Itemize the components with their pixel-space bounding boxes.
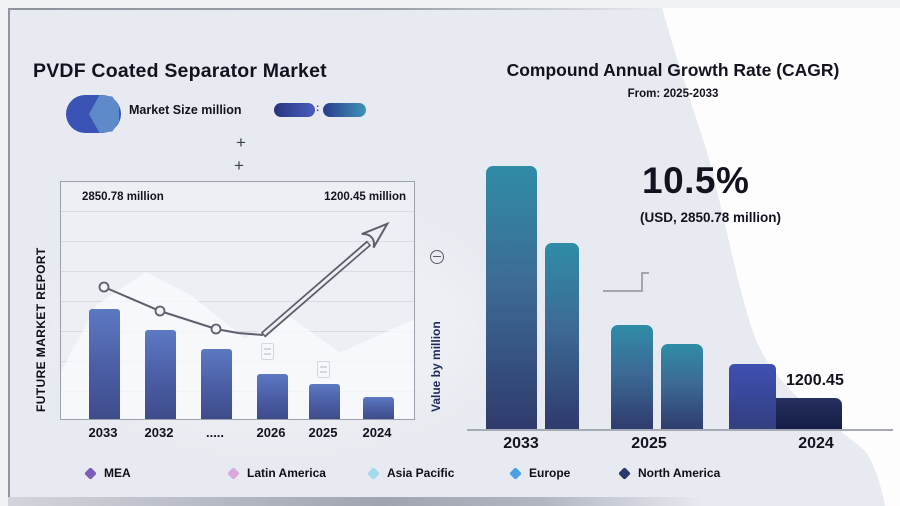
decorative-pill-left	[274, 103, 315, 117]
end-value-label: 1200.45	[786, 372, 844, 389]
market-size-bar	[200, 349, 232, 419]
market-size-label: Market Size million	[129, 103, 242, 117]
cagr-x-label: 2033	[503, 435, 539, 452]
cagr-subtitle: From: 2025-2033	[627, 88, 719, 100]
market-size-bar	[88, 309, 120, 419]
market-size-cylinder-icon	[66, 95, 121, 133]
legend-item-latin-america: Latin America	[227, 466, 326, 480]
legend-label: Asia Pacific	[387, 466, 455, 480]
x-axis-label: 2024	[362, 425, 392, 440]
market-size-bar	[362, 397, 394, 419]
market-size-chart-panel: 2850.78 million 1200.45 million	[60, 181, 415, 420]
pill-separator: :	[316, 103, 320, 114]
plus-icon: +	[234, 156, 244, 175]
cagr-bar	[776, 398, 842, 431]
legend-diamond-icon	[84, 466, 97, 480]
cagr-value: 10.5%	[642, 160, 750, 201]
legend-label: North America	[638, 466, 721, 480]
legend-label: Europe	[529, 466, 571, 480]
document-watermark-icon	[261, 343, 274, 360]
legend-item-asia-pacific: Asia Pacific	[367, 466, 455, 480]
plus-icon: +	[236, 133, 246, 152]
legend-diamond-icon	[509, 466, 522, 480]
frame-border-top	[8, 8, 658, 10]
market-size-bar	[308, 384, 340, 419]
x-axis-label: 2032	[144, 425, 174, 440]
legend-item-mea: MEA	[84, 466, 131, 480]
frame-top	[0, 0, 900, 8]
cagr-usd-note: (USD, 2850.78 million)	[640, 210, 782, 225]
document-watermark-icon	[317, 361, 330, 378]
legend-item-north-america: North America	[618, 466, 721, 480]
decorative-pill-right	[323, 103, 366, 117]
cagr-x-label: 2024	[798, 435, 834, 452]
legend-diamond-icon	[367, 466, 380, 480]
step-bracket-decoration	[603, 272, 649, 292]
cagr-x-label: 2025	[631, 435, 667, 452]
x-axis-labels: 2033 2032..... 2026 2025 2024	[60, 425, 415, 443]
market-size-bar	[256, 374, 288, 419]
x-axis-label: 2033	[88, 425, 118, 440]
max-value-label: 2850.78 million	[82, 191, 164, 203]
min-value-label: 1200.45 million	[324, 191, 406, 203]
frame-left	[0, 0, 8, 506]
cagr-bar	[545, 243, 579, 431]
legend-item-europe: Europe	[509, 466, 571, 480]
frame-border-left	[8, 8, 10, 506]
x-axis-label: .....	[205, 425, 225, 440]
bar-series	[61, 182, 414, 419]
x-axis-label: 2025	[308, 425, 338, 440]
cagr-axis-line	[467, 429, 893, 431]
cagr-bar	[661, 344, 703, 431]
trend-line-and-arrow	[98, 221, 390, 338]
legend-label: Latin America	[247, 466, 326, 480]
market-size-bar	[144, 330, 176, 419]
cagr-title: Compound Annual Growth Rate (CAGR)	[506, 60, 840, 80]
cagr-bar	[729, 364, 776, 431]
bottom-edge-strip	[8, 497, 900, 506]
cagr-bar	[611, 325, 653, 431]
cagr-bar	[486, 166, 537, 431]
legend-diamond-icon	[227, 466, 240, 480]
legend-diamond-icon	[618, 466, 631, 480]
circle-minus-icon	[430, 250, 444, 264]
page-title: PVDF Coated Separator Market	[33, 60, 327, 82]
x-axis-label: 2026	[256, 425, 286, 440]
legend-label: MEA	[104, 466, 131, 480]
